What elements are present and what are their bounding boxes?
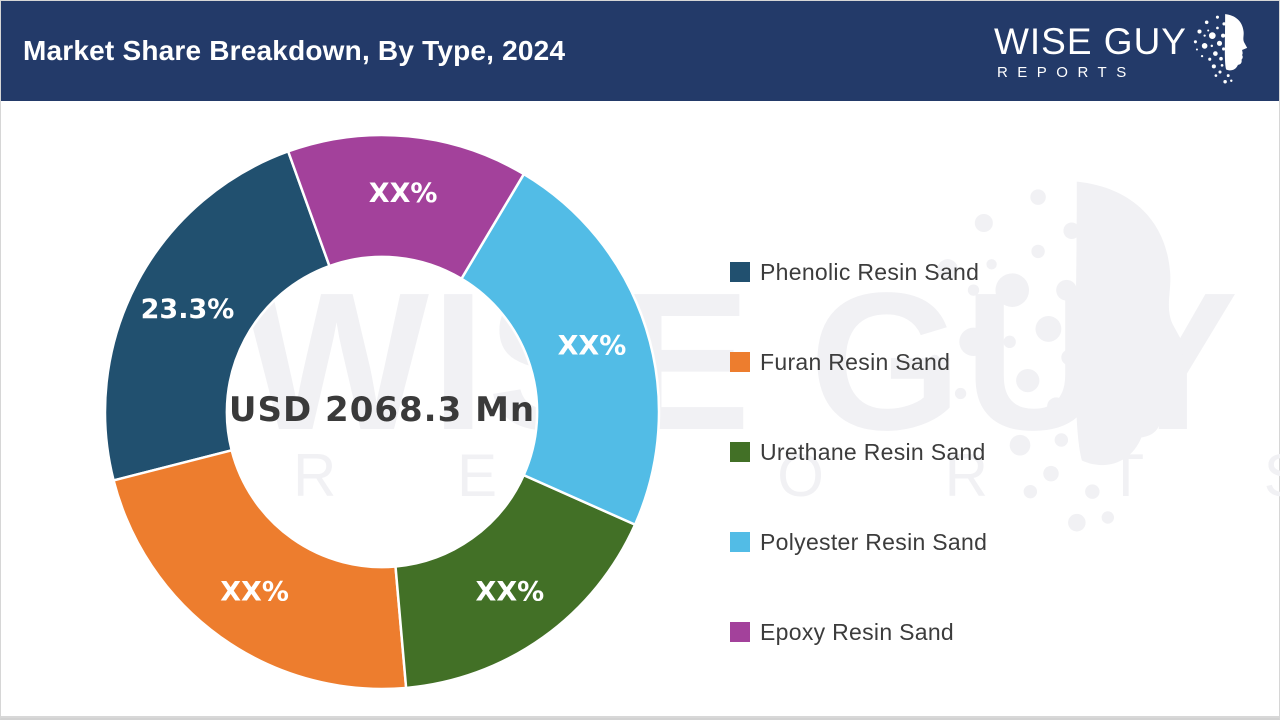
legend-swatch-polyester-resin-sand (730, 532, 750, 552)
segment-label-urethane-resin-sand: XX% (476, 576, 545, 607)
legend-item-phenolic-resin-sand: Phenolic Resin Sand (730, 227, 987, 317)
legend-label-polyester-resin-sand: Polyester Resin Sand (760, 528, 988, 555)
legend-swatch-urethane-resin-sand (730, 442, 750, 462)
donut-chart: 23.3% XX% XX% XX% XX% (103, 133, 661, 691)
segment-label-furan-resin-sand: XX% (220, 577, 289, 608)
donut-segment-polyester-resin-sand (460, 172, 661, 526)
legend-label-epoxy-resin-sand: Epoxy Resin Sand (760, 618, 955, 645)
donut-segment-urethane-resin-sand (394, 473, 637, 690)
legend: Phenolic Resin Sand Furan Resin Sand Ureth… (730, 227, 987, 677)
logo-wordmark: WISE GUY (993, 20, 1187, 62)
donut-segment-furan-resin-sand (112, 449, 408, 691)
legend-item-furan-resin-sand: Furan Resin Sand (730, 317, 987, 407)
wise-guy-logo: WISE GUY REPORTS (994, 10, 1251, 92)
page-title: Market Share Breakdown, By Type, 2024 (23, 35, 566, 66)
legend-item-epoxy-resin-sand: Epoxy Resin Sand (730, 587, 987, 677)
legend-label-furan-resin-sand: Furan Resin Sand (760, 348, 951, 375)
legend-item-urethane-resin-sand: Urethane Resin Sand (730, 407, 987, 497)
segment-label-polyester-resin-sand: XX% (558, 330, 627, 361)
logo-subtext: REPORTS (996, 63, 1136, 81)
header-bar: Market Share Breakdown, By Type, 2024 WI… (1, 1, 1279, 101)
segment-label-phenolic-resin-sand: 23.3% (141, 294, 235, 325)
donut-segment-phenolic-resin-sand (103, 150, 331, 482)
legend-swatch-furan-resin-sand (730, 352, 750, 372)
legend-item-polyester-resin-sand: Polyester Resin Sand (730, 497, 987, 587)
legend-label-phenolic-resin-sand: Phenolic Resin Sand (760, 258, 980, 285)
legend-swatch-epoxy-resin-sand (730, 622, 750, 642)
wise-guy-face-icon (1193, 14, 1248, 84)
segment-label-epoxy-resin-sand: XX% (369, 178, 438, 209)
legend-label-urethane-resin-sand: Urethane Resin Sand (760, 438, 986, 465)
legend-swatch-phenolic-resin-sand (730, 262, 750, 282)
donut-segment-epoxy-resin-sand (286, 133, 526, 281)
bottom-hairline (1, 716, 1279, 718)
donut-center-value: USD 2068.3 Mn (228, 390, 536, 430)
